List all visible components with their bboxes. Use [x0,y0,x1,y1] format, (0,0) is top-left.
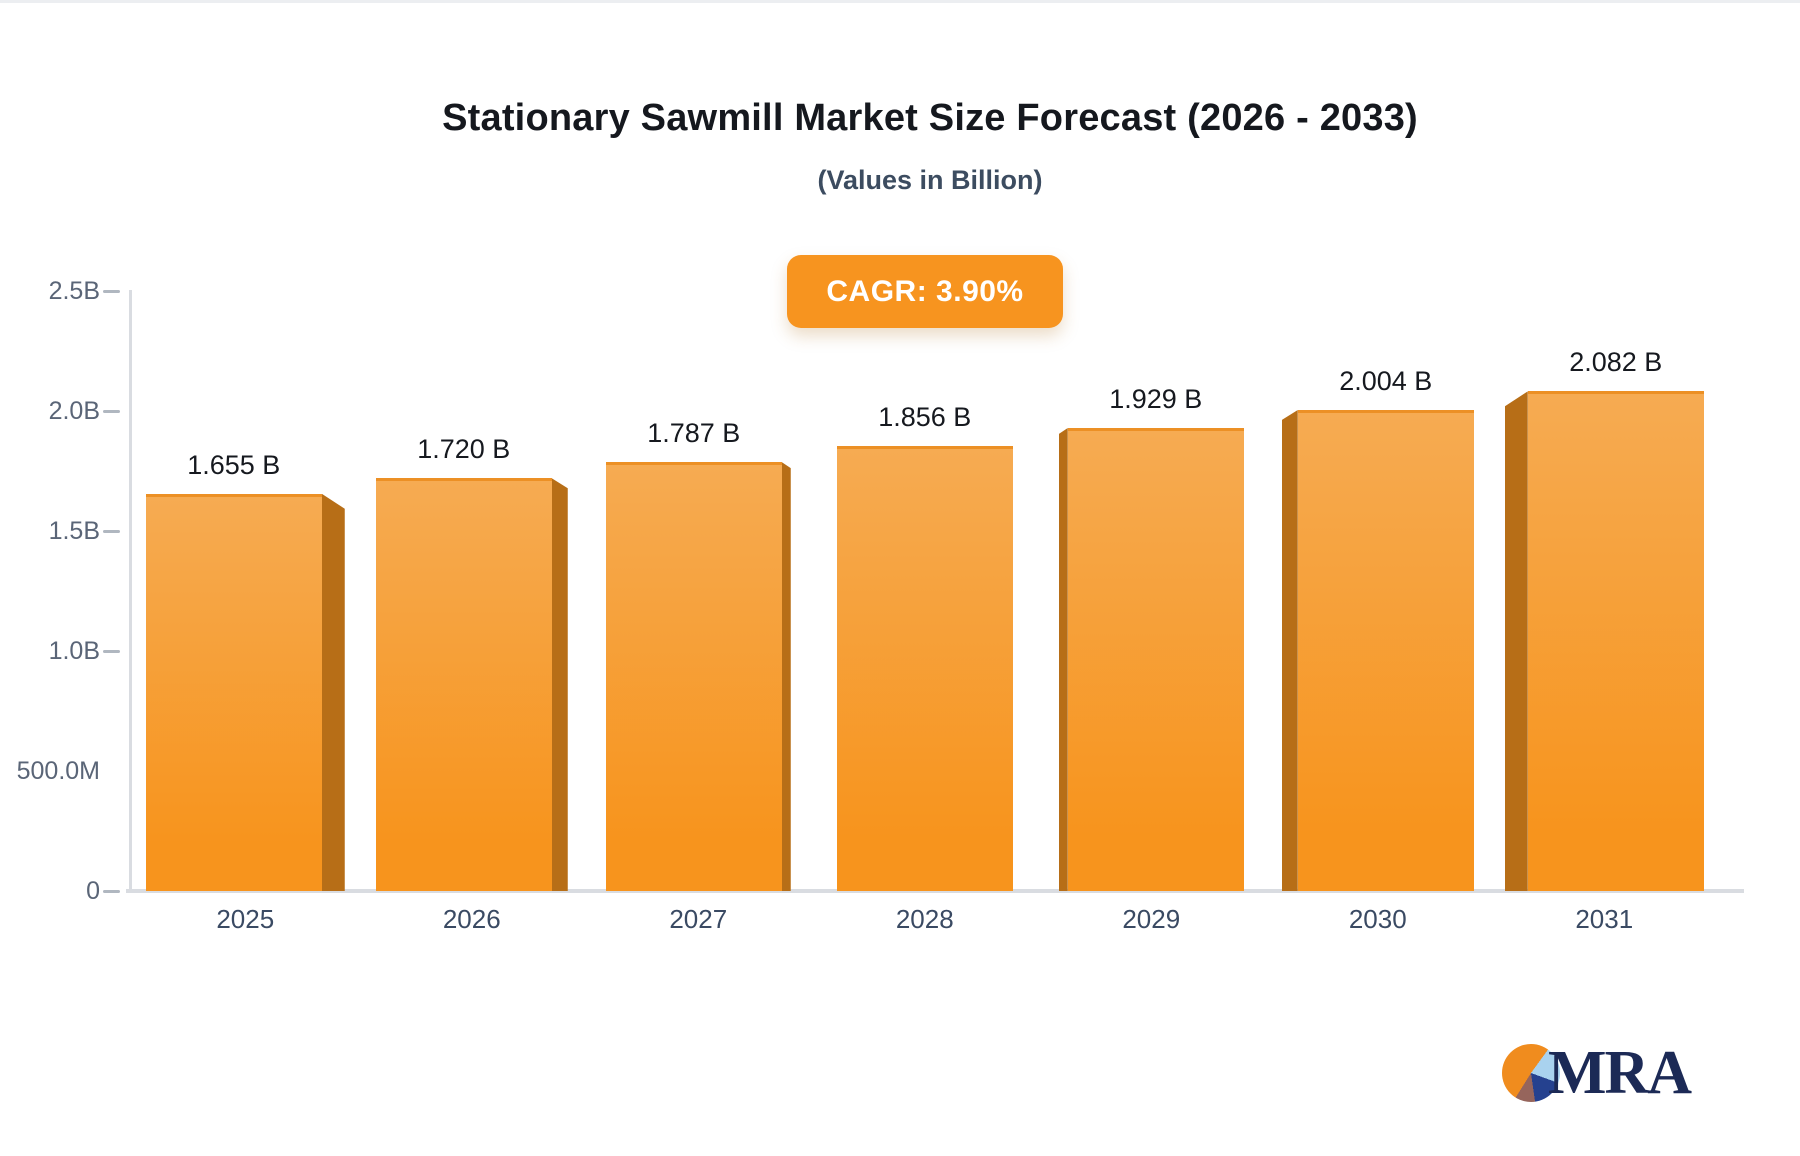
bar-2029[interactable] [1067,428,1244,891]
bar-2031[interactable] [1527,391,1704,891]
x-tick-label-2030: 2030 [1348,904,1407,934]
bar-value-label-2028: 1.856 B [878,401,972,432]
x-tick-label-2027: 2027 [669,904,728,934]
y-tick-mark [103,290,120,293]
bar-side-face-2029 [1058,428,1068,891]
bar-value-label-2026: 1.720 B [417,434,511,465]
y-axis-line [129,290,132,892]
bar-side-face-2025 [321,493,345,891]
bar-2027[interactable] [605,462,782,891]
y-tick-label-500.0M: 500.0M [16,757,100,785]
x-tick-label-2031: 2031 [1575,904,1634,934]
x-tick-label-2026: 2026 [442,904,501,934]
mra-logo: MRA [1500,1039,1760,1109]
cagr-badge-label: CAGR: 3.90% [826,274,1024,308]
bar-side-face-2027 [781,462,791,891]
pie-chart-logo-icon [1502,1044,1560,1102]
cagr-badge: CAGR: 3.90% [787,255,1063,328]
y-tick-label-1.5B: 1.5B [48,517,100,545]
y-tick-mark [103,410,120,413]
x-tick-label-2025: 2025 [216,904,275,934]
bar-value-label-2031: 2.082 B [1569,347,1663,378]
bar-2025[interactable] [145,493,322,891]
bar-2030[interactable] [1297,410,1474,891]
bar-side-face-2026 [551,478,568,891]
bar-value-label-2027: 1.787 B [647,418,741,449]
x-tick-label-2028: 2028 [895,904,954,934]
y-tick-mark [103,530,120,533]
y-tick-mark [103,650,120,653]
chart-subtitle: (Values in Billion) [817,165,1043,195]
chart-title: Stationary Sawmill Market Size Forecast … [442,97,1418,139]
y-tick-label-0: 0 [86,877,100,905]
bar-value-label-2029: 1.929 B [1109,384,1203,415]
y-tick-label-1.0B: 1.0B [48,637,100,665]
x-axis-baseline [126,889,1744,893]
bar-side-face-2031 [1504,391,1528,891]
bar-2028[interactable] [836,445,1013,891]
bar-side-face-2030 [1281,410,1298,891]
x-tick-label-2029: 2029 [1122,904,1181,934]
bar-2026[interactable] [375,478,552,891]
y-tick-label-2.0B: 2.0B [48,397,100,425]
y-tick-mark [103,890,120,893]
logo-text: MRA [1548,1039,1692,1107]
bar-value-label-2025: 1.655 B [187,449,281,480]
bar-value-label-2030: 2.004 B [1339,366,1433,397]
y-tick-label-2.5B: 2.5B [48,277,100,305]
